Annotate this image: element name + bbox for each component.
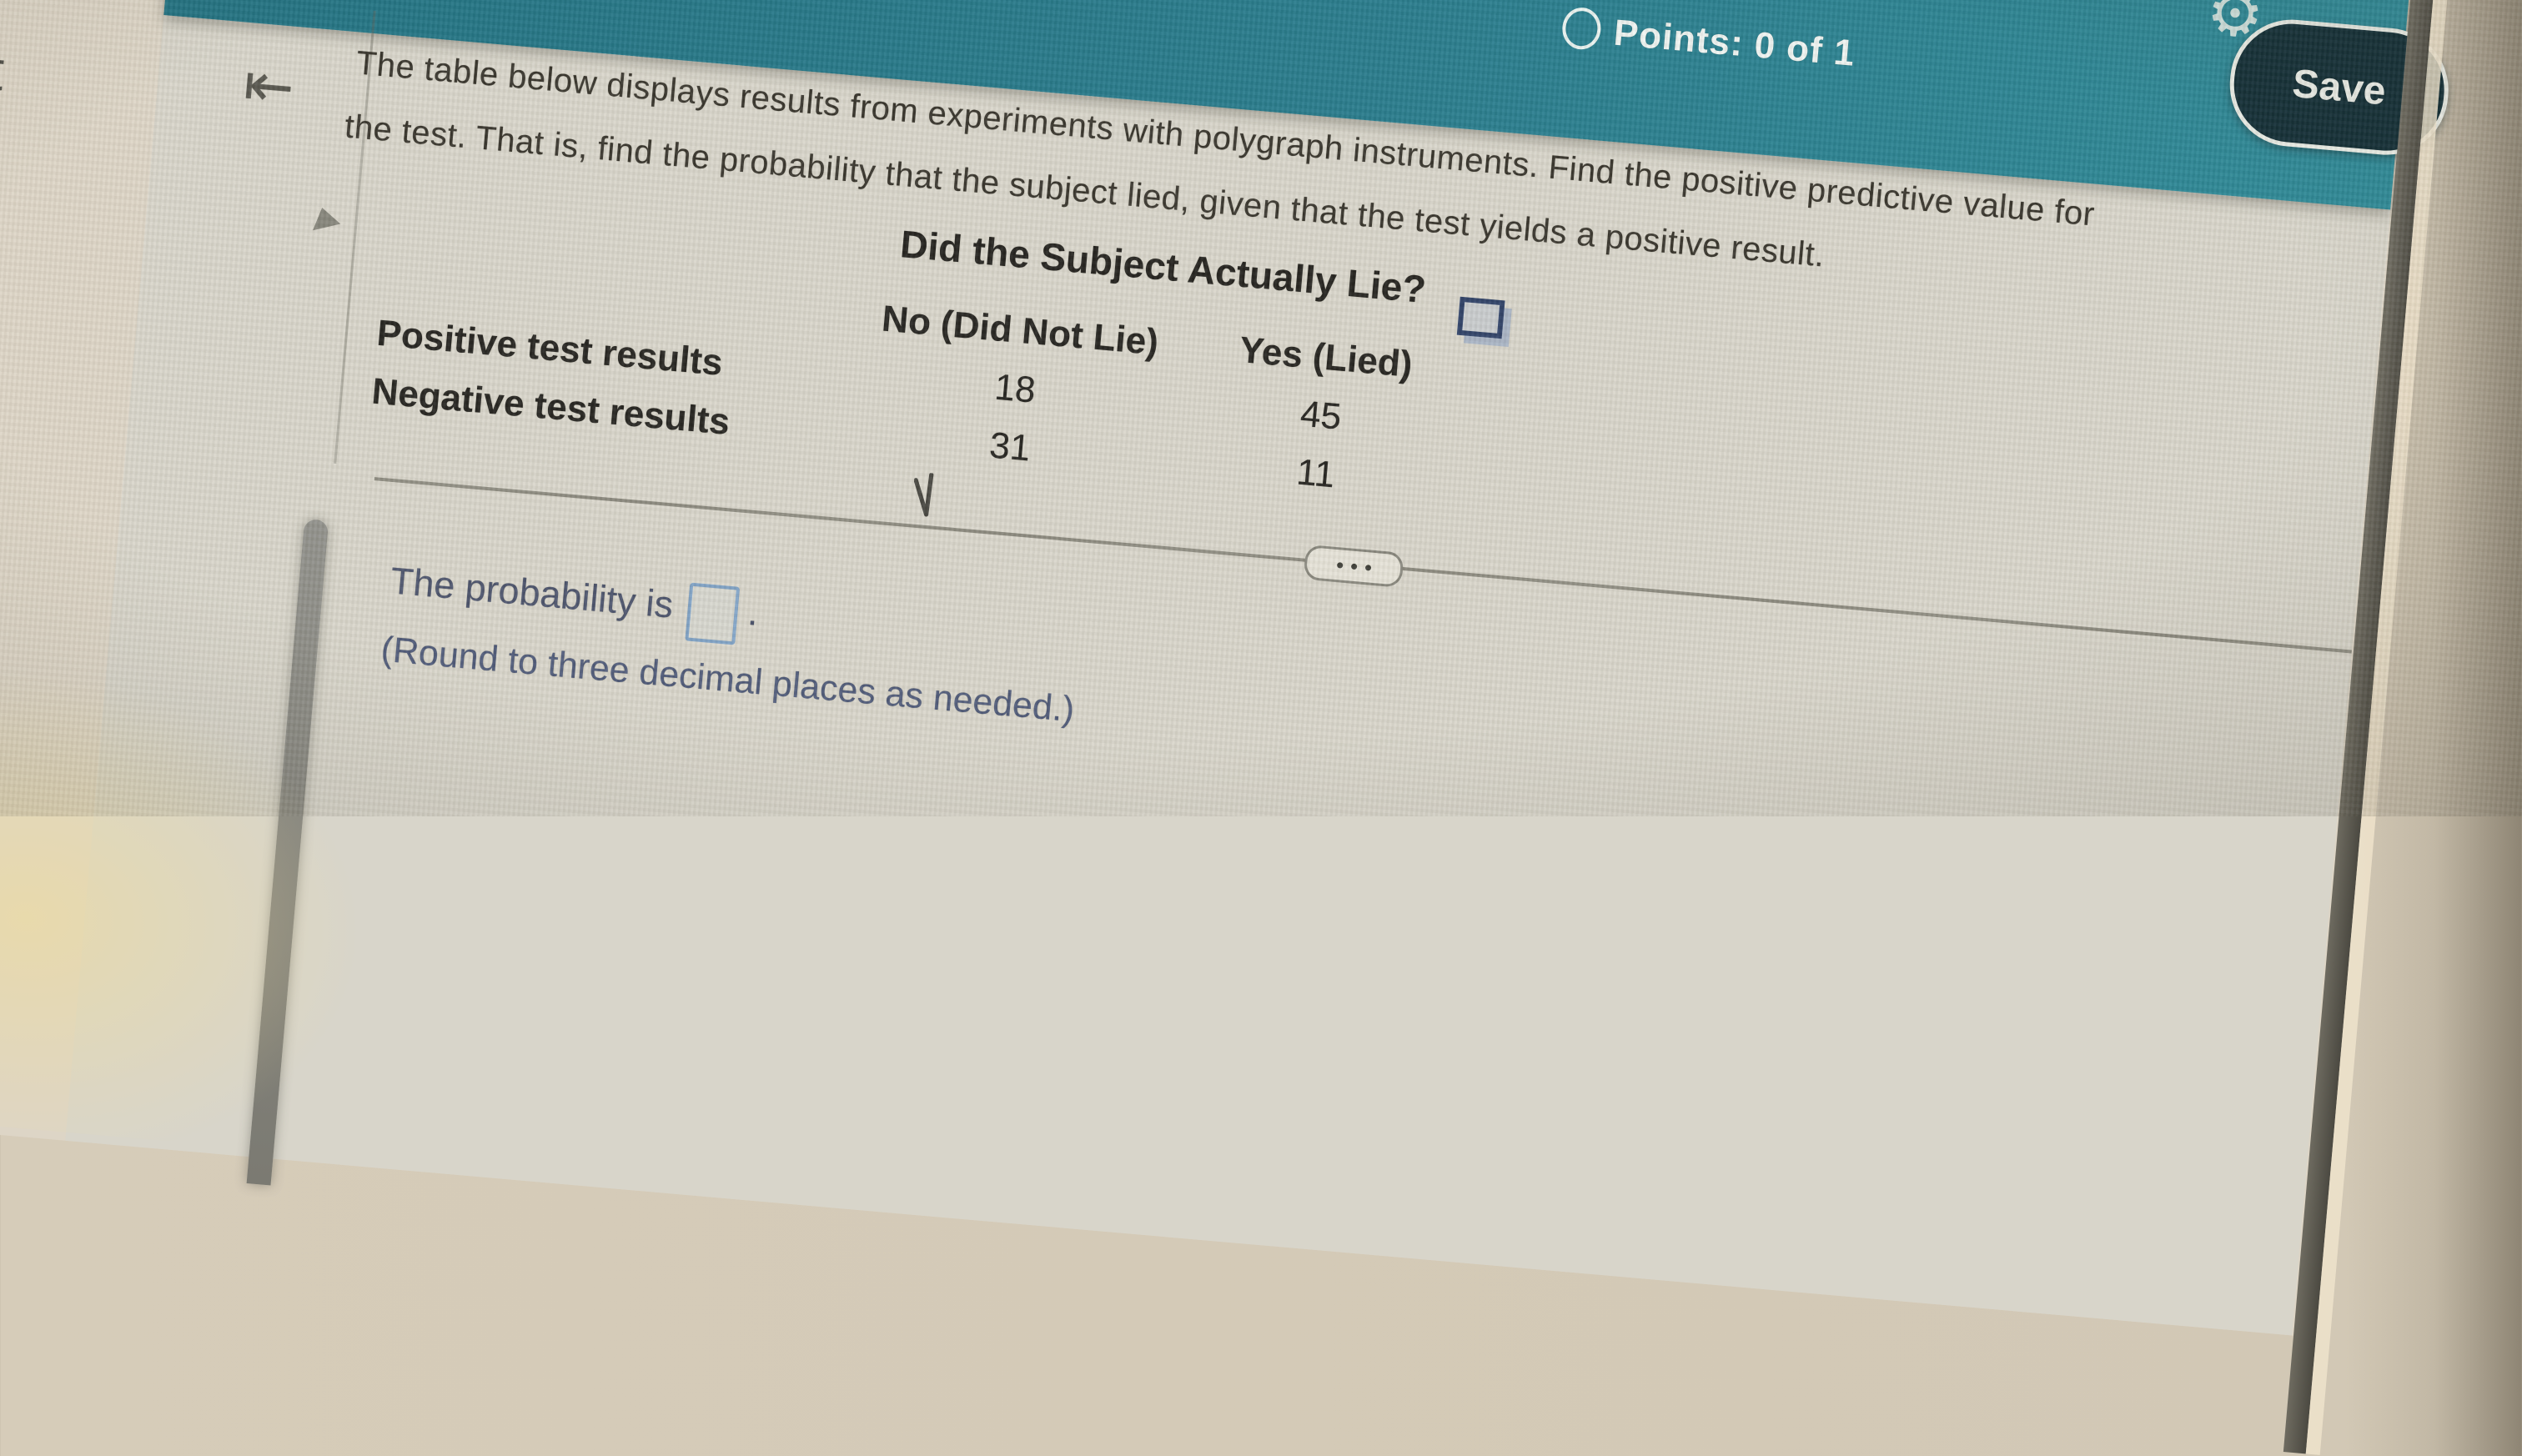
ellipsis-handle-button[interactable] [1303, 544, 1404, 588]
caret-marker-icon [308, 204, 341, 231]
scroll-grab-bar[interactable] [246, 519, 329, 1186]
left-panel-text-fragment: t [0, 38, 7, 103]
monitor-screen: t Points: 0 of 1 ⚙ Save ⇤ The table belo… [0, 0, 2459, 1455]
table-column-header-no: No (Did Not Lie) [880, 298, 1160, 364]
table-cell: 11 [1294, 451, 1337, 496]
answer-line: The probability is . [388, 551, 761, 645]
question-header-bar [163, 0, 2423, 210]
ellipsis-dot-icon [1336, 561, 1344, 569]
answer-input-box[interactable] [685, 582, 741, 645]
table-column-header-yes: Yes (Lied) [1238, 329, 1414, 385]
table-row-label: Negative test results [369, 370, 731, 443]
table-cell: 31 [987, 424, 1032, 469]
back-arrow-icon[interactable]: ⇤ [241, 50, 298, 122]
ellipsis-dot-icon [1350, 563, 1357, 570]
table-copy-icon[interactable] [1456, 296, 1505, 339]
table-cell: 18 [992, 366, 1037, 411]
answer-suffix: . [746, 590, 761, 634]
answer-prefix: The probability is [389, 559, 676, 626]
ellipsis-dot-icon [1364, 564, 1371, 571]
answer-rounding-note: (Round to three decimal places as needed… [379, 629, 1077, 731]
table-cell: 45 [1299, 393, 1344, 438]
table-row-label: Positive test results [374, 312, 725, 384]
mouse-cursor-icon [910, 472, 952, 536]
question-panel: Points: 0 of 1 ⚙ Save ⇤ The table below … [65, 0, 2454, 1336]
